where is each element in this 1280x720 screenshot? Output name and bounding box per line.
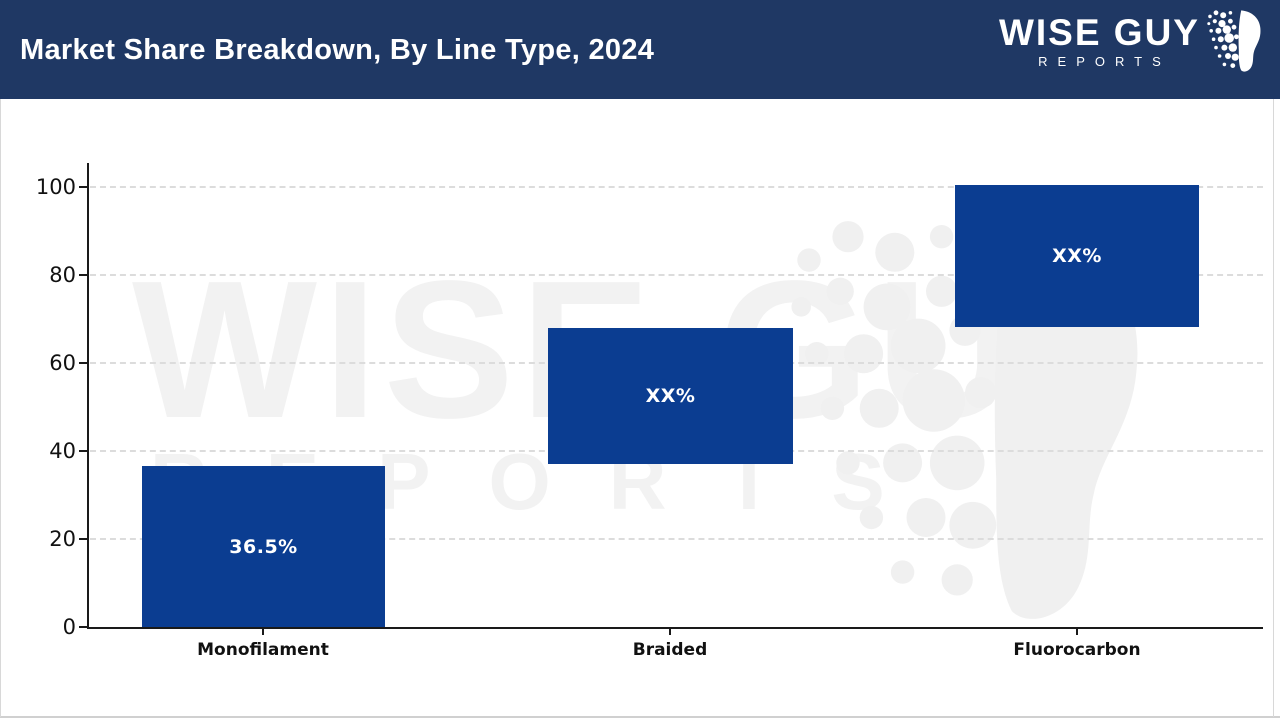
x-label-fluorocarbon: Fluorocarbon (1013, 640, 1141, 660)
logo-reports-label: REPORTS (1038, 54, 1171, 70)
page-title: Market Share Breakdown, By Line Type, 20… (20, 34, 655, 66)
y-tick (79, 626, 87, 628)
y-tick-label-80: 80 (49, 263, 76, 287)
y-tick (79, 450, 87, 452)
y-tick (79, 538, 87, 540)
right-border-line (1273, 99, 1274, 717)
y-tick-label-100: 100 (35, 175, 76, 199)
bar-braided: XX% (548, 328, 793, 464)
gridline-80 (90, 274, 1263, 276)
wiseguy-face-logo-icon (1207, 10, 1261, 72)
wiseguy-logo: WISE GUY REPORTS (999, 8, 1264, 74)
x-tick (669, 629, 671, 635)
logo-wiseguy-label: WISE GUY (998, 11, 1200, 53)
left-border-line (0, 99, 1, 717)
y-tick (79, 362, 87, 364)
wiseguy-logo-text: WISE GUY REPORTS (998, 11, 1200, 70)
y-tick-label-20: 20 (49, 527, 76, 551)
y-axis-line (87, 163, 89, 628)
x-tick (262, 629, 264, 635)
bar-value-label: XX% (1052, 245, 1102, 267)
header-bar: Market Share Breakdown, By Line Type, 20… (0, 0, 1280, 99)
x-label-braided: Braided (632, 640, 708, 660)
gridline-100 (90, 186, 1263, 188)
bar-value-label: 36.5% (229, 535, 298, 558)
y-tick (79, 274, 87, 276)
x-label-monofilament: Monofilament (197, 640, 329, 660)
x-tick (1076, 629, 1078, 635)
y-tick-label-60: 60 (49, 351, 76, 375)
bar-value-label: XX% (645, 385, 696, 407)
y-tick-label-0: 0 (62, 615, 76, 639)
bar-monofilament: 36.5% (142, 466, 385, 627)
bottom-border-line (0, 716, 1280, 718)
x-axis-line (87, 627, 1263, 629)
gridline-20 (90, 538, 1263, 540)
y-tick (79, 186, 87, 188)
y-tick-label-40: 40 (49, 439, 76, 463)
bar-fluorocarbon: XX% (955, 185, 1199, 327)
